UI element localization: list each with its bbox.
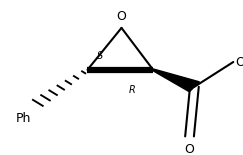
Text: S: S	[97, 51, 104, 61]
Text: R: R	[129, 85, 136, 95]
Text: OMe: OMe	[236, 55, 243, 69]
Text: O: O	[117, 10, 126, 23]
Text: Ph: Ph	[16, 112, 32, 125]
Text: O: O	[185, 143, 194, 155]
Polygon shape	[152, 69, 200, 92]
